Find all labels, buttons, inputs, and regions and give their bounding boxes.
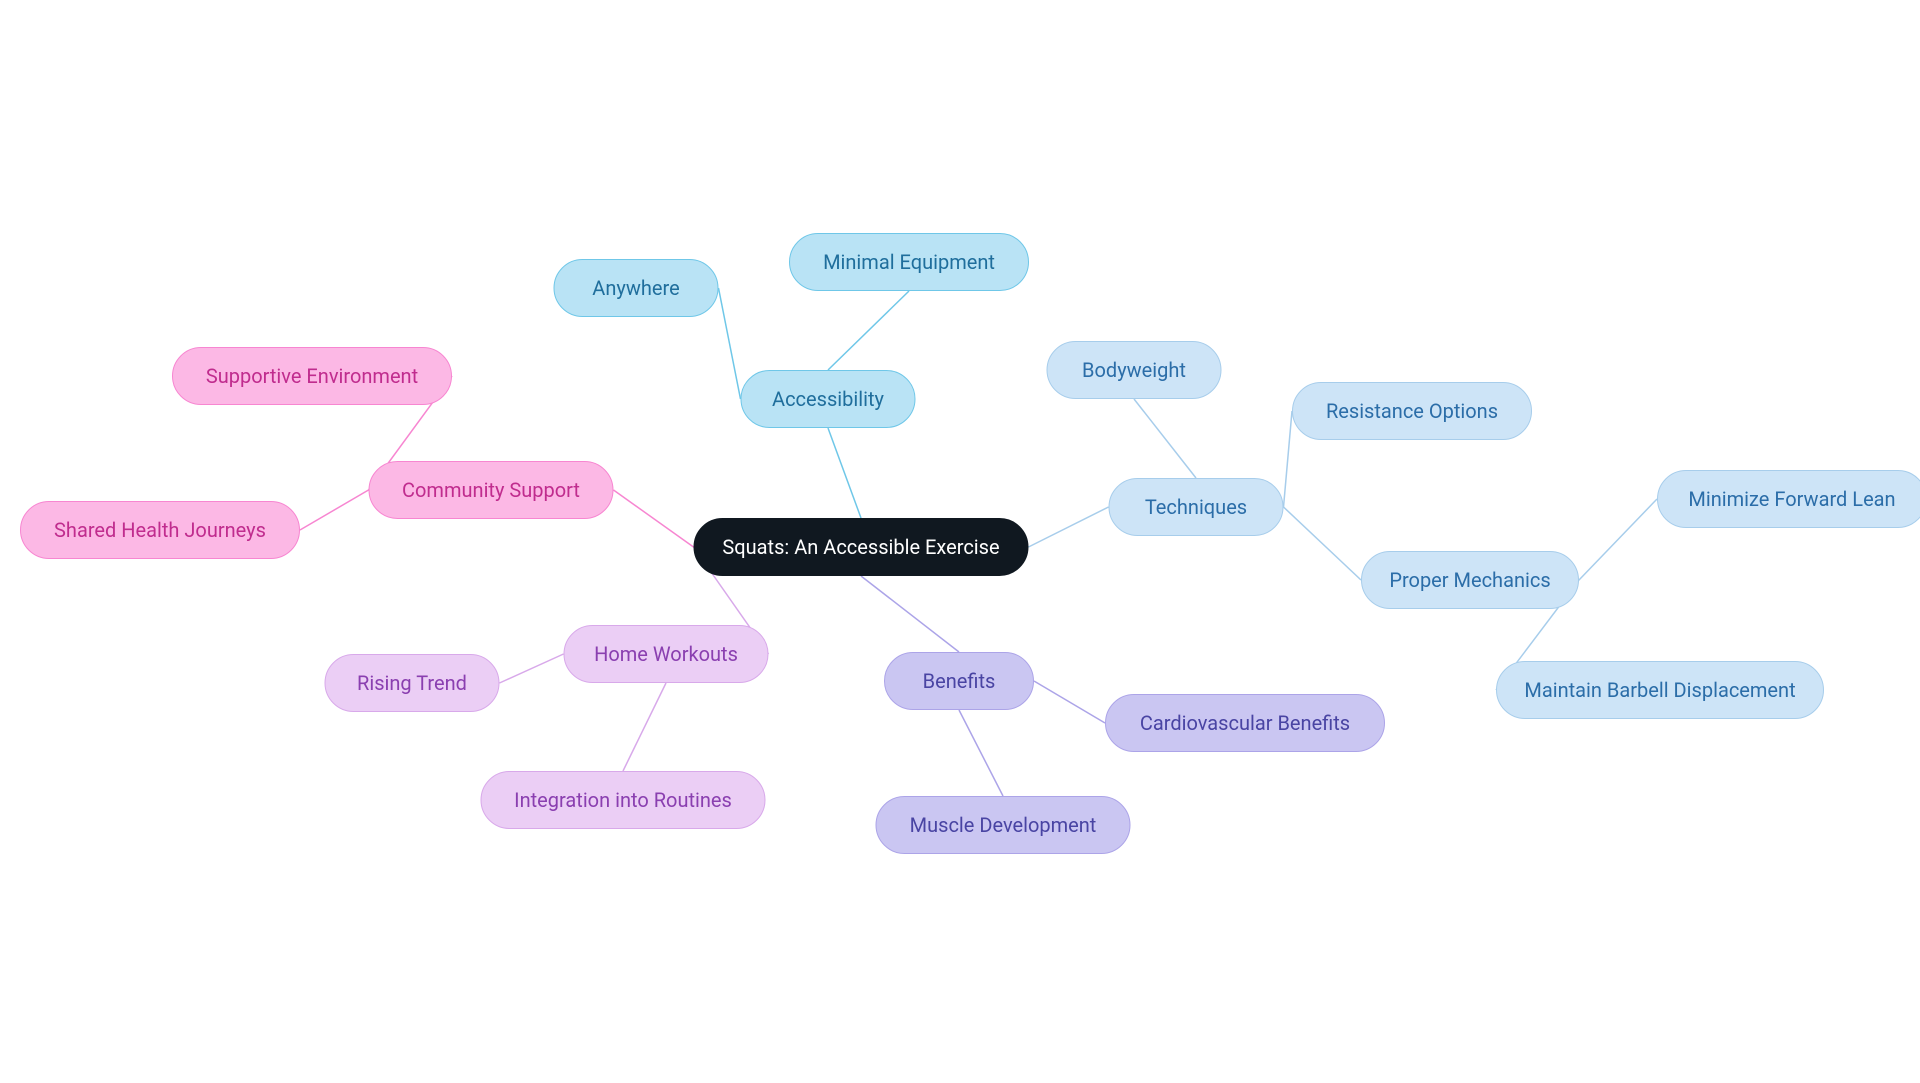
edge (1284, 411, 1293, 507)
node-minimal: Minimal Equipment (789, 233, 1029, 291)
edge (1029, 507, 1109, 547)
edge (1134, 399, 1196, 478)
node-shared: Shared Health Journeys (20, 501, 300, 559)
node-integ: Integration into Routines (481, 771, 766, 829)
node-resist: Resistance Options (1292, 382, 1532, 440)
node-tech: Techniques (1109, 478, 1284, 536)
node-benefits: Benefits (884, 652, 1034, 710)
node-community: Community Support (369, 461, 614, 519)
edge (1579, 499, 1657, 580)
edge (500, 654, 564, 683)
node-root: Squats: An Accessible Exercise (694, 518, 1029, 576)
edge (623, 683, 666, 771)
node-body: Bodyweight (1047, 341, 1222, 399)
node-mech: Proper Mechanics (1361, 551, 1579, 609)
edge (828, 428, 861, 518)
edge (614, 490, 694, 547)
node-muscle: Muscle Development (876, 796, 1131, 854)
edge (959, 710, 1003, 796)
node-home: Home Workouts (564, 625, 769, 683)
node-cardio: Cardiovascular Benefits (1105, 694, 1385, 752)
node-access: Accessibility (741, 370, 916, 428)
edge (828, 291, 909, 370)
edge (719, 288, 741, 399)
node-supportive: Supportive Environment (172, 347, 452, 405)
edge (300, 490, 369, 530)
node-rising: Rising Trend (325, 654, 500, 712)
node-barbell: Maintain Barbell Displacement (1496, 661, 1824, 719)
edge (861, 576, 959, 652)
edge (1034, 681, 1105, 723)
node-lean: Minimize Forward Lean (1657, 470, 1920, 528)
node-anywhere: Anywhere (554, 259, 719, 317)
edge (1284, 507, 1362, 580)
